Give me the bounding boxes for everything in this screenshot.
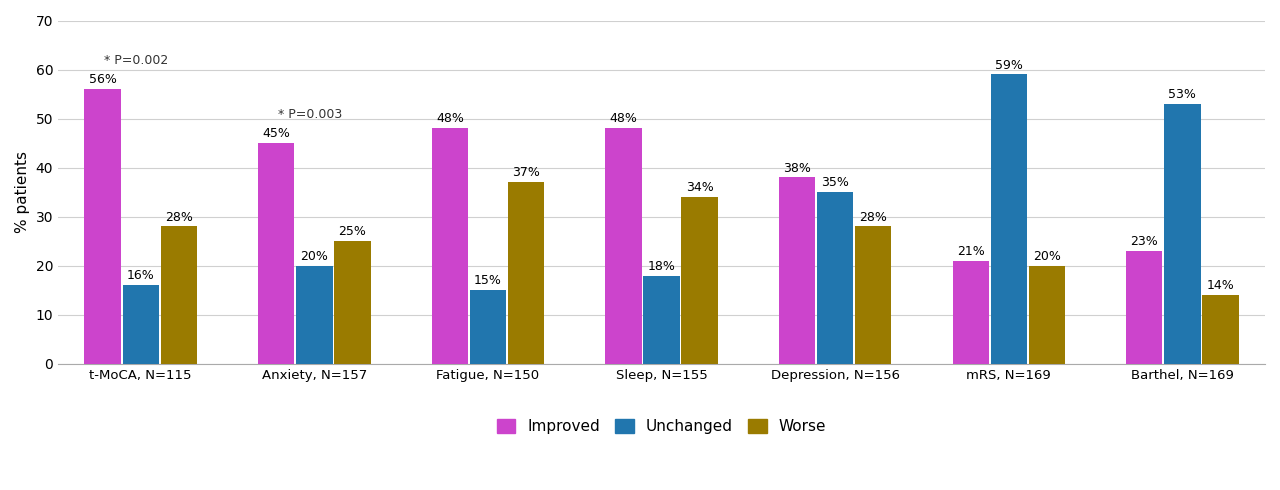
Text: 14%: 14% (1207, 279, 1234, 292)
Bar (1029, 266, 1065, 364)
Bar (160, 226, 197, 364)
Text: 21%: 21% (957, 245, 984, 258)
Bar (681, 197, 718, 364)
Text: * P=0.003: * P=0.003 (278, 108, 342, 121)
Text: 18%: 18% (648, 260, 676, 272)
Y-axis label: % patients: % patients (15, 151, 29, 233)
Bar (1164, 104, 1201, 364)
Text: 25%: 25% (338, 225, 366, 238)
Text: 16%: 16% (127, 270, 155, 282)
Bar (605, 128, 641, 364)
Bar (780, 177, 815, 364)
Bar (1126, 251, 1162, 364)
Bar (644, 275, 680, 364)
Bar (334, 241, 370, 364)
Bar (470, 290, 506, 364)
Bar (1202, 295, 1239, 364)
Text: 28%: 28% (165, 211, 193, 223)
Text: 34%: 34% (686, 181, 713, 194)
Bar (259, 143, 294, 364)
Bar (952, 261, 989, 364)
Text: 15%: 15% (474, 274, 502, 287)
Bar (991, 74, 1027, 364)
Text: 37%: 37% (512, 167, 540, 179)
Bar (123, 285, 159, 364)
Text: 45%: 45% (262, 127, 291, 140)
Bar (431, 128, 468, 364)
Text: 48%: 48% (436, 113, 463, 125)
Bar (84, 89, 120, 364)
Text: 38%: 38% (783, 162, 812, 174)
Text: 28%: 28% (859, 211, 887, 223)
Text: 53%: 53% (1169, 88, 1197, 101)
Bar (296, 266, 333, 364)
Bar (508, 182, 544, 364)
Text: * P=0.002: * P=0.002 (105, 54, 169, 67)
Text: 23%: 23% (1130, 235, 1158, 248)
Text: 20%: 20% (301, 250, 328, 263)
Text: 20%: 20% (1033, 250, 1061, 263)
Text: 48%: 48% (609, 113, 637, 125)
Text: 35%: 35% (822, 176, 849, 189)
Legend: Improved, Unchanged, Worse: Improved, Unchanged, Worse (489, 412, 833, 442)
Bar (855, 226, 891, 364)
Bar (817, 192, 854, 364)
Text: 59%: 59% (995, 58, 1023, 72)
Text: 56%: 56% (88, 73, 116, 86)
